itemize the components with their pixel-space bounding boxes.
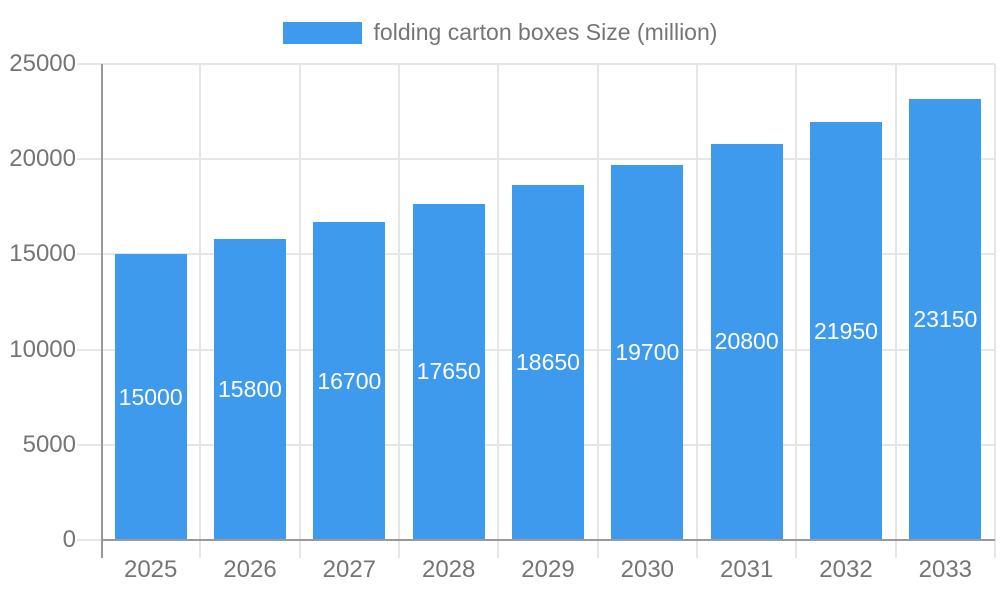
legend: folding carton boxes Size (million): [0, 19, 1000, 46]
x-tick: [596, 540, 599, 558]
x-tick-label: 2033: [918, 556, 973, 583]
y-tick-label: 20000: [9, 145, 76, 173]
x-tick: [894, 540, 897, 558]
legend-swatch: [282, 21, 362, 44]
v-gridline: [199, 64, 202, 540]
x-tick: [398, 540, 400, 558]
bar-value-label: 15000: [118, 383, 183, 410]
x-axis-line: [101, 539, 995, 541]
bar[interactable]: 20800: [710, 143, 783, 540]
bar-value-label: 17650: [416, 358, 481, 385]
y-tick-label: 5000: [22, 430, 76, 458]
bar-value-label: 16700: [317, 367, 382, 394]
x-tick: [298, 540, 301, 558]
y-tick-label: 15000: [9, 240, 76, 268]
x-tick: [497, 540, 500, 558]
x-tick: [199, 540, 202, 558]
bar-value-label: 18650: [516, 348, 580, 375]
x-tick-label: 2025: [123, 556, 178, 583]
x-tick-label: 2026: [223, 556, 277, 583]
x-tick: [994, 540, 996, 558]
bar-value-label: 15800: [218, 376, 282, 403]
v-gridline: [298, 64, 301, 540]
bar[interactable]: 23150: [909, 99, 982, 540]
y-tick-label: 10000: [9, 335, 76, 363]
y-tick: [77, 348, 101, 351]
x-tick-label: 2027: [322, 556, 377, 583]
v-gridline: [398, 64, 400, 540]
x-tick-label: 2031: [719, 556, 774, 583]
h-gridline: [101, 158, 995, 161]
v-gridline: [894, 64, 897, 540]
x-tick-label: 2028: [421, 556, 476, 583]
bar[interactable]: 15000: [114, 254, 187, 540]
bar[interactable]: 19700: [611, 164, 684, 540]
v-gridline: [696, 64, 698, 540]
x-tick-label: 2029: [521, 556, 575, 583]
v-gridline: [795, 64, 798, 540]
legend-label: folding carton boxes Size (million): [373, 19, 718, 45]
y-tick: [77, 443, 101, 446]
h-gridline: [101, 63, 995, 65]
bar-value-label: 21950: [814, 317, 878, 344]
y-tick-label: 25000: [9, 50, 76, 77]
plot-area: 15000 15800 16700 17650 18650 19700 20800 21950…: [101, 63, 996, 558]
bar[interactable]: 18650: [512, 184, 584, 540]
bar-value-label: 19700: [615, 338, 680, 365]
v-gridline: [994, 64, 996, 540]
bar[interactable]: 17650: [412, 203, 485, 540]
y-tick: [77, 158, 101, 161]
bar-value-label: 23150: [913, 306, 978, 333]
y-axis-line: [101, 64, 103, 558]
x-tick: [696, 540, 698, 558]
bar-value-label: 20800: [714, 328, 779, 355]
bar[interactable]: 21950: [810, 122, 882, 540]
y-tick: [77, 63, 101, 65]
y-tick-label: 0: [62, 526, 76, 553]
v-gridline: [596, 64, 599, 540]
x-tick-label: 2030: [620, 556, 675, 583]
x-tick: [795, 540, 798, 558]
v-gridline: [497, 64, 500, 540]
x-tick-label: 2032: [819, 556, 873, 583]
y-tick: [77, 253, 101, 256]
y-tick: [77, 539, 101, 541]
bar[interactable]: 15800: [214, 239, 286, 540]
bar[interactable]: 16700: [313, 222, 386, 540]
